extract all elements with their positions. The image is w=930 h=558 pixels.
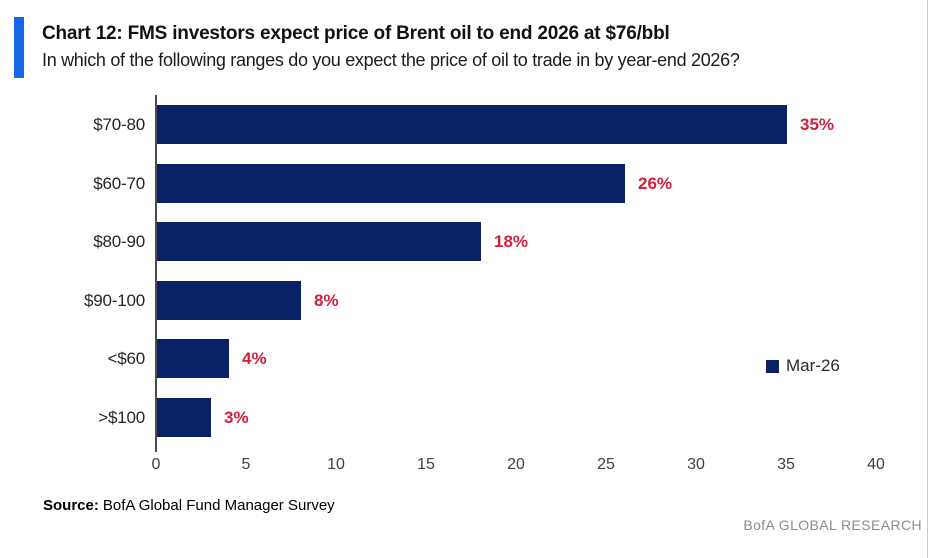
title-accent-bar: [14, 17, 24, 78]
value-label: 18%: [494, 232, 529, 251]
value-label: 26%: [638, 174, 673, 193]
x-axis-tick-label: 40: [867, 456, 885, 473]
source-text: BofA Global Fund Manager Survey: [102, 497, 335, 514]
source-label: Source:: [43, 497, 99, 514]
category-label: $90-100: [84, 291, 145, 310]
y-axis-line: [155, 95, 157, 452]
x-axis-tick-label: 5: [241, 456, 251, 473]
category-label: $70-80: [93, 115, 145, 134]
chart-header: Chart 12: FMS investors expect price of …: [42, 21, 902, 72]
legend-label: Mar-26: [786, 356, 840, 375]
value-label: 3%: [224, 408, 249, 427]
legend-swatch-mar-26: [766, 359, 779, 373]
value-label: 4%: [242, 349, 267, 368]
bar-1: [157, 164, 625, 203]
x-axis-tick-label: 15: [417, 456, 435, 473]
x-axis-tick-label: 25: [597, 456, 615, 473]
x-axis-tick-label: 35: [777, 456, 795, 473]
right-edge-line: [927, 0, 928, 558]
bar-4: [157, 339, 229, 378]
legend: Mar-26: [766, 356, 840, 376]
x-axis-tick-label: 10: [327, 456, 345, 473]
bar-5: [157, 398, 211, 437]
chart-title: Chart 12: FMS investors expect price of …: [42, 23, 670, 44]
category-label: $80-90: [93, 232, 145, 251]
x-axis-tick-label: 0: [151, 456, 161, 473]
x-axis-tick-label: 20: [507, 456, 525, 473]
bar-0: [157, 105, 787, 144]
category-label: <$60: [107, 349, 146, 368]
bar-2: [157, 222, 481, 261]
chart-subtitle: In which of the following ranges do you …: [42, 49, 740, 70]
category-label: $60-70: [93, 174, 145, 193]
category-label: >$100: [98, 408, 145, 427]
value-label: 8%: [314, 291, 339, 310]
x-axis-tick-label: 30: [687, 456, 705, 473]
source-note: Source: BofA Global Fund Manager Survey: [43, 497, 335, 514]
brand-note: BofA GLOBAL RESEARCH: [743, 517, 922, 533]
bar-3: [157, 281, 301, 320]
value-label: 35%: [800, 115, 835, 134]
